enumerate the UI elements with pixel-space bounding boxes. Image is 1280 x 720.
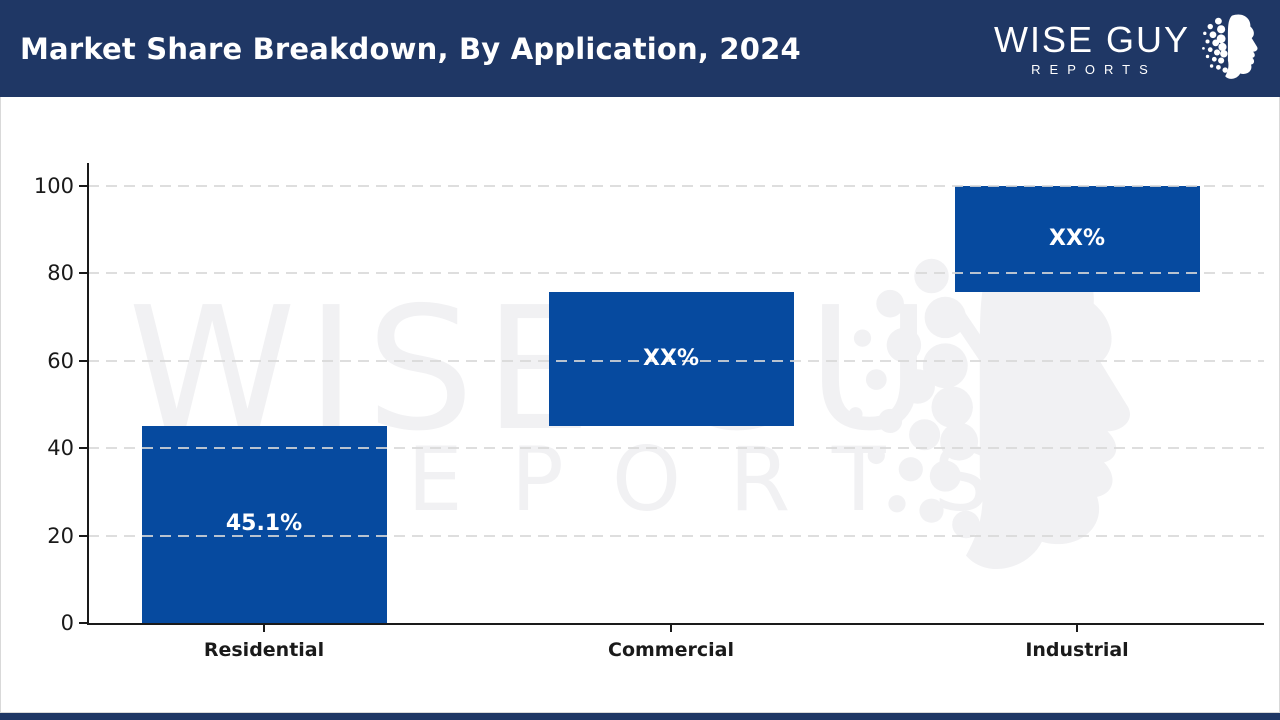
x-axis-line (87, 623, 1264, 625)
x-tick-mark (1076, 625, 1078, 632)
y-tick-label: 0 (60, 611, 74, 635)
y-tick-mark (79, 359, 87, 362)
y-tick-mark (79, 534, 87, 537)
gridline (88, 359, 1264, 362)
y-tick-label: 100 (33, 174, 74, 198)
y-tick-label: 40 (47, 436, 74, 461)
left-border (0, 97, 1, 713)
bar-value-label: XX% (643, 345, 699, 371)
wiseguy-head-icon (1202, 13, 1258, 79)
x-tick-label: Industrial (1025, 639, 1129, 661)
y-tick-mark (79, 447, 87, 450)
x-tick-mark (263, 625, 265, 632)
logo-text: WISE GUY REPORTS (993, 18, 1190, 78)
logo-wordmark: WISE GUY (993, 18, 1190, 60)
y-tick-label: 80 (47, 261, 74, 286)
y-tick-mark (79, 622, 87, 624)
y-tick-label: 20 (47, 523, 74, 548)
y-tick-label: 60 (47, 348, 74, 373)
bar-value-label: 45.1% (225, 511, 303, 537)
x-tick-label: Commercial (608, 639, 734, 661)
bar-value-label: XX% (1049, 225, 1105, 251)
bar (141, 425, 387, 623)
gridline (88, 447, 1264, 450)
x-tick-mark (670, 625, 672, 632)
bar (548, 291, 794, 426)
gridline (88, 272, 1264, 275)
page-title: Market Share Breakdown, By Application, … (20, 31, 801, 66)
logo-subtext: REPORTS (1031, 61, 1157, 77)
footer-bar (0, 712, 1280, 720)
x-tick-label: Residential (203, 639, 325, 661)
gridline (88, 534, 1264, 537)
header: Market Share Breakdown, By Application, … (0, 0, 1280, 97)
wiseguy-logo: WISE GUY REPORTS (994, 10, 1266, 88)
y-axis-line (87, 163, 89, 625)
y-tick-mark (79, 185, 87, 187)
gridline (88, 185, 1264, 187)
y-tick-mark (79, 272, 87, 275)
